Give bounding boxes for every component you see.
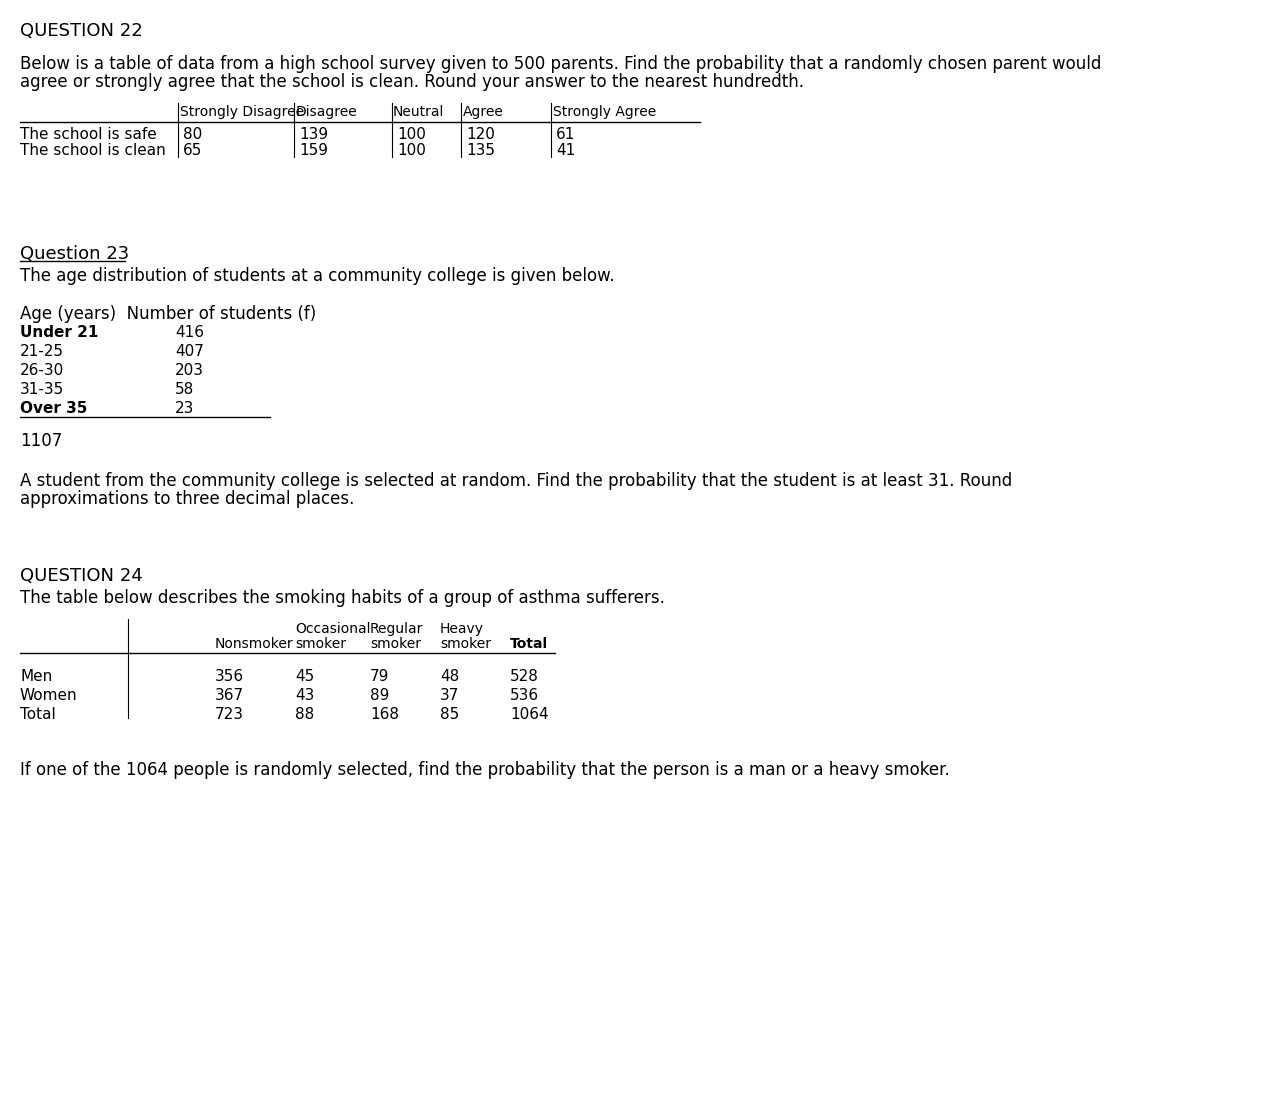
Text: Total: Total bbox=[510, 637, 549, 651]
Text: 723: 723 bbox=[215, 707, 244, 722]
Text: approximations to three decimal places.: approximations to three decimal places. bbox=[20, 490, 354, 508]
Text: 139: 139 bbox=[299, 127, 329, 142]
Text: Total: Total bbox=[20, 707, 56, 722]
Text: 41: 41 bbox=[556, 143, 576, 159]
Text: Under 21: Under 21 bbox=[20, 325, 98, 340]
Text: 528: 528 bbox=[510, 669, 538, 684]
Text: 61: 61 bbox=[556, 127, 576, 142]
Text: 203: 203 bbox=[175, 363, 203, 378]
Text: The school is safe: The school is safe bbox=[20, 127, 157, 142]
Text: Agree: Agree bbox=[463, 105, 504, 119]
Text: agree or strongly agree that the school is clean. Round your answer to the neare: agree or strongly agree that the school … bbox=[20, 73, 804, 91]
Text: Strongly Agree: Strongly Agree bbox=[553, 105, 656, 119]
Text: Neutral: Neutral bbox=[393, 105, 444, 119]
Text: 536: 536 bbox=[510, 688, 540, 704]
Text: 416: 416 bbox=[175, 325, 203, 340]
Text: 100: 100 bbox=[396, 127, 426, 142]
Text: 65: 65 bbox=[183, 143, 202, 159]
Text: 58: 58 bbox=[175, 382, 194, 397]
Text: Nonsmoker: Nonsmoker bbox=[215, 637, 294, 651]
Text: 1064: 1064 bbox=[510, 707, 549, 722]
Text: 88: 88 bbox=[295, 707, 315, 722]
Text: Below is a table of data from a high school survey given to 500 parents. Find th: Below is a table of data from a high sch… bbox=[20, 55, 1101, 73]
Text: Men: Men bbox=[20, 669, 52, 684]
Text: 43: 43 bbox=[295, 688, 315, 704]
Text: 79: 79 bbox=[370, 669, 389, 684]
Text: 37: 37 bbox=[440, 688, 459, 704]
Text: QUESTION 24: QUESTION 24 bbox=[20, 567, 143, 585]
Text: 1107: 1107 bbox=[20, 432, 63, 450]
Text: Age (years)  Number of students (f): Age (years) Number of students (f) bbox=[20, 305, 316, 323]
Text: smoker: smoker bbox=[295, 637, 347, 651]
Text: 85: 85 bbox=[440, 707, 459, 722]
Text: Question 23: Question 23 bbox=[20, 246, 129, 263]
Text: A student from the community college is selected at random. Find the probability: A student from the community college is … bbox=[20, 472, 1012, 490]
Text: 45: 45 bbox=[295, 669, 315, 684]
Text: 356: 356 bbox=[215, 669, 244, 684]
Text: Women: Women bbox=[20, 688, 78, 704]
Text: Regular: Regular bbox=[370, 622, 423, 636]
Text: 21-25: 21-25 bbox=[20, 344, 64, 359]
Text: 31-35: 31-35 bbox=[20, 382, 64, 397]
Text: 26-30: 26-30 bbox=[20, 363, 64, 378]
Text: smoker: smoker bbox=[440, 637, 491, 651]
Text: 100: 100 bbox=[396, 143, 426, 159]
Text: Occasional: Occasional bbox=[295, 622, 371, 636]
Text: Over 35: Over 35 bbox=[20, 401, 87, 416]
Text: 80: 80 bbox=[183, 127, 202, 142]
Text: 168: 168 bbox=[370, 707, 399, 722]
Text: 135: 135 bbox=[466, 143, 495, 159]
Text: Heavy: Heavy bbox=[440, 622, 483, 636]
Text: 23: 23 bbox=[175, 401, 194, 416]
Text: 159: 159 bbox=[299, 143, 327, 159]
Text: The age distribution of students at a community college is given below.: The age distribution of students at a co… bbox=[20, 268, 614, 285]
Text: Strongly Disagree: Strongly Disagree bbox=[180, 105, 304, 119]
Text: 367: 367 bbox=[215, 688, 244, 704]
Text: The school is clean: The school is clean bbox=[20, 143, 166, 159]
Text: QUESTION 22: QUESTION 22 bbox=[20, 22, 143, 40]
Text: smoker: smoker bbox=[370, 637, 421, 651]
Text: 89: 89 bbox=[370, 688, 389, 704]
Text: If one of the 1064 people is randomly selected, find the probability that the pe: If one of the 1064 people is randomly se… bbox=[20, 761, 950, 780]
Text: 48: 48 bbox=[440, 669, 459, 684]
Text: Disagree: Disagree bbox=[295, 105, 358, 119]
Text: 407: 407 bbox=[175, 344, 203, 359]
Text: 120: 120 bbox=[466, 127, 495, 142]
Text: The table below describes the smoking habits of a group of asthma sufferers.: The table below describes the smoking ha… bbox=[20, 589, 665, 607]
